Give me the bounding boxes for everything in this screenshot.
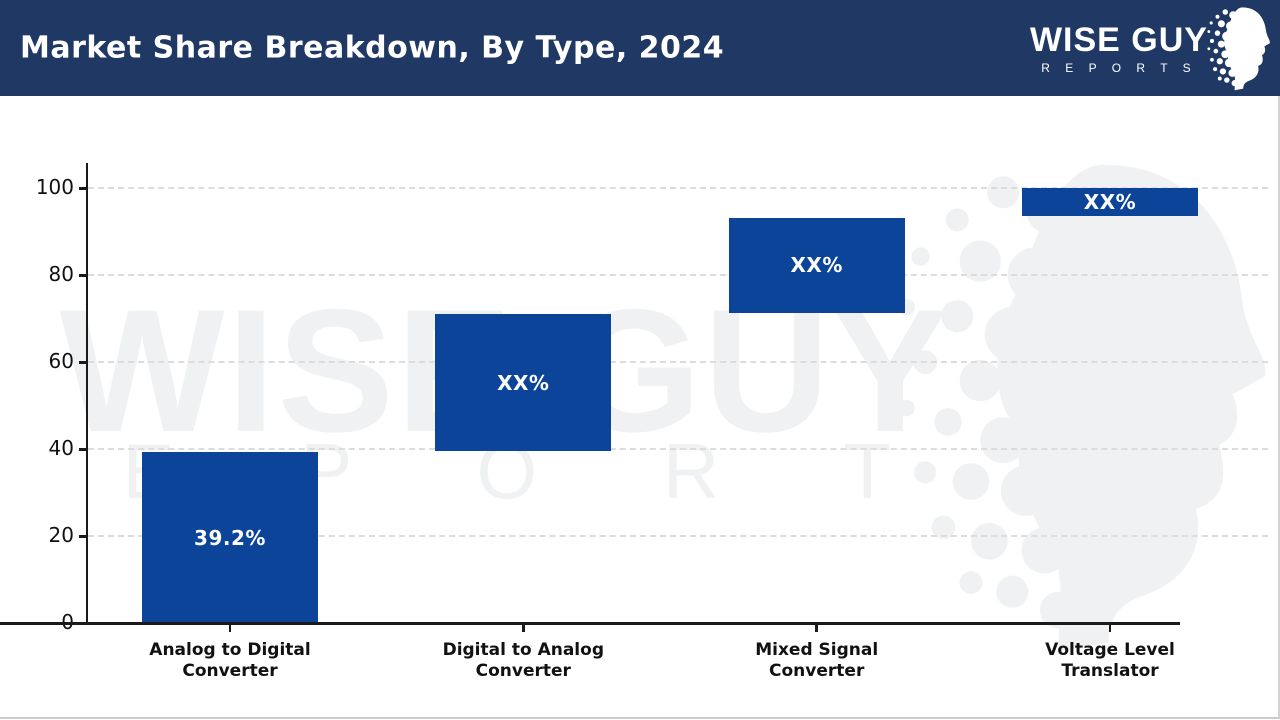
bar-2: XX% (435, 314, 612, 452)
right-border-line (1278, 96, 1280, 718)
category-label-1: Analog to Digital Converter (80, 640, 380, 682)
category-label-line: Converter (182, 661, 278, 681)
category-label-line: Digital to Analog (442, 640, 604, 660)
category-label-line: Analog to Digital (149, 640, 311, 660)
logo-name: WISE GUY (1029, 20, 1208, 59)
x-tick-3 (815, 625, 818, 632)
bottom-border-line (0, 717, 1280, 719)
gridline-20 (88, 535, 1268, 537)
y-tick-label-100: 100 (35, 175, 74, 199)
gridline-80 (88, 274, 1268, 276)
gridline-100 (88, 187, 1268, 189)
y-tick-20 (79, 535, 88, 538)
bar-4: XX% (1022, 188, 1198, 217)
bar-value-label-4: XX% (1083, 190, 1137, 215)
y-tick-80 (79, 274, 88, 277)
category-label-line: Converter (475, 661, 571, 681)
y-tick-60 (79, 361, 88, 364)
y-tick-100 (79, 187, 88, 190)
y-tick-label-60: 60 (48, 349, 74, 373)
bar-value-label-3: XX% (790, 253, 843, 278)
y-tick-label-40: 40 (48, 436, 74, 460)
y-tick-label-80: 80 (48, 262, 74, 286)
logo-text: WISE GUY R E P O R T S (1030, 22, 1208, 75)
category-label-4: Voltage Level Translator (960, 640, 1260, 682)
category-label-2: Digital to Analog Converter (373, 640, 673, 682)
bar-value-label-1: 39.2% (194, 525, 266, 550)
category-label-line: Voltage Level (1045, 640, 1175, 660)
y-tick-label-20: 20 (48, 523, 74, 547)
logo-head-icon (1207, 7, 1270, 91)
gridline-60 (88, 361, 1268, 363)
x-axis-line (85, 622, 1180, 625)
wise-guy-reports-logo: WISE GUY R E P O R T S (1030, 4, 1274, 92)
y-axis-line (85, 163, 88, 624)
logo-subname: R E P O R T S (1041, 60, 1197, 75)
header-band: Market Share Breakdown, By Type, 2024 WI… (0, 0, 1280, 96)
chart-title: Market Share Breakdown, By Type, 2024 (20, 30, 725, 66)
category-label-line: Mixed Signal (755, 640, 879, 660)
category-label-3: Mixed Signal Converter (667, 640, 967, 682)
category-label-line: Converter (769, 661, 865, 681)
category-label-line: Translator (1061, 661, 1159, 681)
gridline-40 (88, 448, 1268, 450)
bar-value-label-2: XX% (497, 370, 550, 395)
x-axis-left-cap (0, 622, 86, 625)
x-tick-4 (1108, 625, 1112, 632)
bar-3: XX% (728, 217, 905, 313)
x-tick-2 (522, 625, 525, 632)
bar-1: 39.2% (142, 452, 318, 623)
y-tick-40 (79, 448, 88, 451)
x-tick-1 (228, 625, 232, 632)
